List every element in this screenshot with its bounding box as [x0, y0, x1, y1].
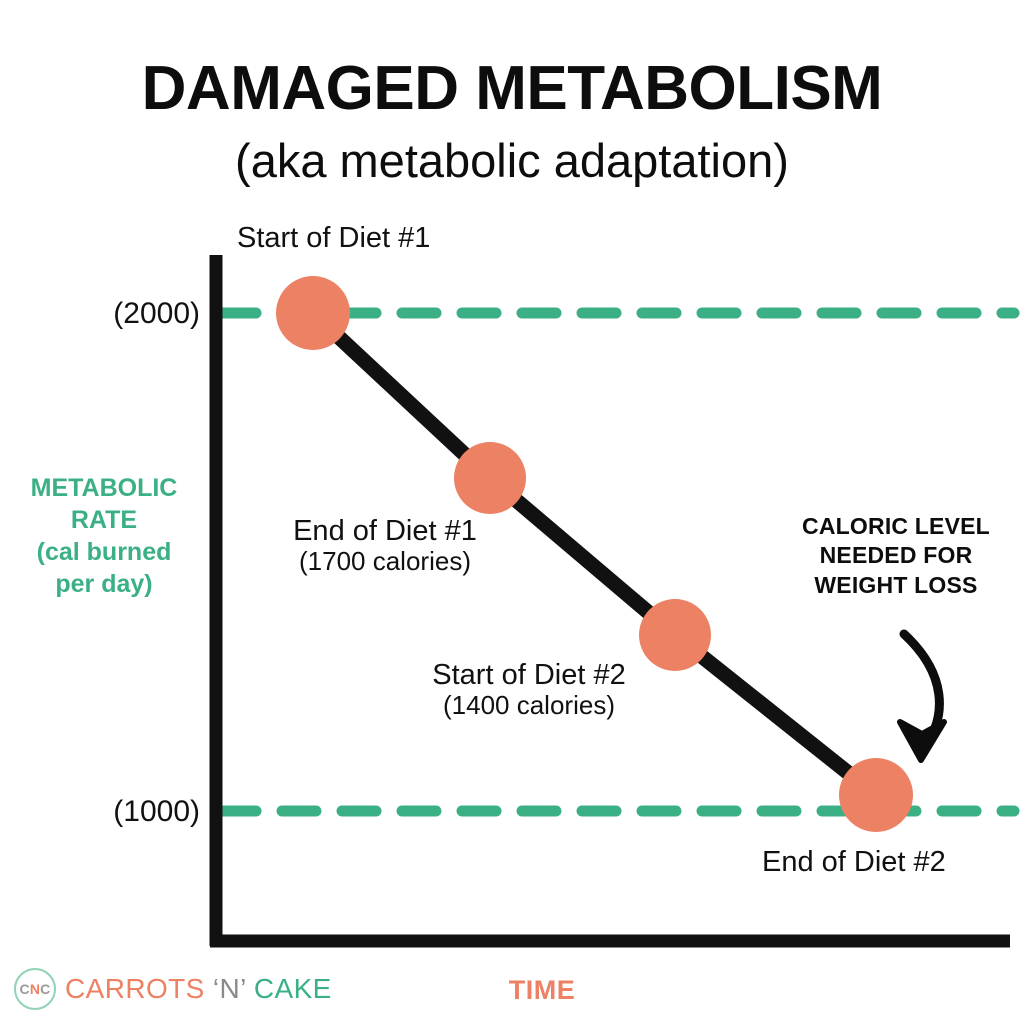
y-tick-label-2000: (2000) [113, 297, 200, 330]
y-axis-title-line-2: RATE [70, 506, 138, 534]
brand-word-cake: CAKE [253, 973, 332, 1004]
brand-word-carrots: CARROTS [65, 973, 205, 1004]
annotation-start-of-diet-2: Start of Diet #2 (1400 calories) [413, 659, 645, 721]
page-subtitle: (aka metabolic adaptation) [235, 134, 789, 187]
brand-badge-letter-n: N [29, 981, 41, 997]
annotation-start-of-diet-2-calories: (1400 calories) [443, 690, 615, 721]
annotation-end-of-diet-1-label: End of Diet #1 [293, 515, 477, 547]
annotation-end-of-diet-1-calories: (1700 calories) [299, 546, 471, 577]
metabolic-rate-trend-line [305, 305, 884, 803]
caloric-level-callout: CALORIC LEVEL NEEDED FOR WEIGHT LOSS [778, 512, 1014, 600]
y-axis-title-line-3: (cal burned [36, 538, 172, 566]
y-axis-title: METABOLIC RATE (cal burned per day) [6, 472, 202, 600]
brand-badge-letter-c1: C [19, 981, 30, 997]
brand-word-n: ‘N’ [212, 973, 246, 1004]
y-axis-title-line-4: per day) [55, 570, 153, 598]
curved-down-arrow-icon [897, 629, 947, 763]
brand-logo: C N C CARROTS ‘N’ CAKE [14, 968, 332, 1010]
callout-line-1: CALORIC LEVEL [802, 513, 990, 539]
page-title: DAMAGED METABOLISM [141, 54, 883, 123]
annotation-end-of-diet-2: End of Diet #2 [762, 846, 946, 878]
annotation-start-of-diet-1: Start of Diet #1 [237, 222, 431, 254]
brand-badge-icon: C N C [14, 968, 56, 1010]
x-axis-title: TIME [508, 975, 576, 1005]
annotation-start-of-diet-2-label: Start of Diet #2 [432, 659, 626, 691]
annotation-end-of-diet-1: End of Diet #1 (1700 calories) [269, 515, 501, 577]
data-point-marker-2 [454, 442, 526, 514]
data-point-marker-1 [276, 276, 350, 350]
data-point-marker-4 [839, 758, 913, 832]
brand-badge-letter-c2: C [40, 981, 51, 997]
brand-wordmark: CARROTS ‘N’ CAKE [65, 973, 332, 1005]
y-tick-label-1000: (1000) [113, 795, 200, 828]
data-point-marker-3 [639, 599, 711, 671]
callout-line-2: NEEDED FOR [819, 542, 973, 569]
y-axis-title-line-1: METABOLIC [30, 474, 178, 502]
callout-line-3: WEIGHT LOSS [814, 571, 978, 598]
